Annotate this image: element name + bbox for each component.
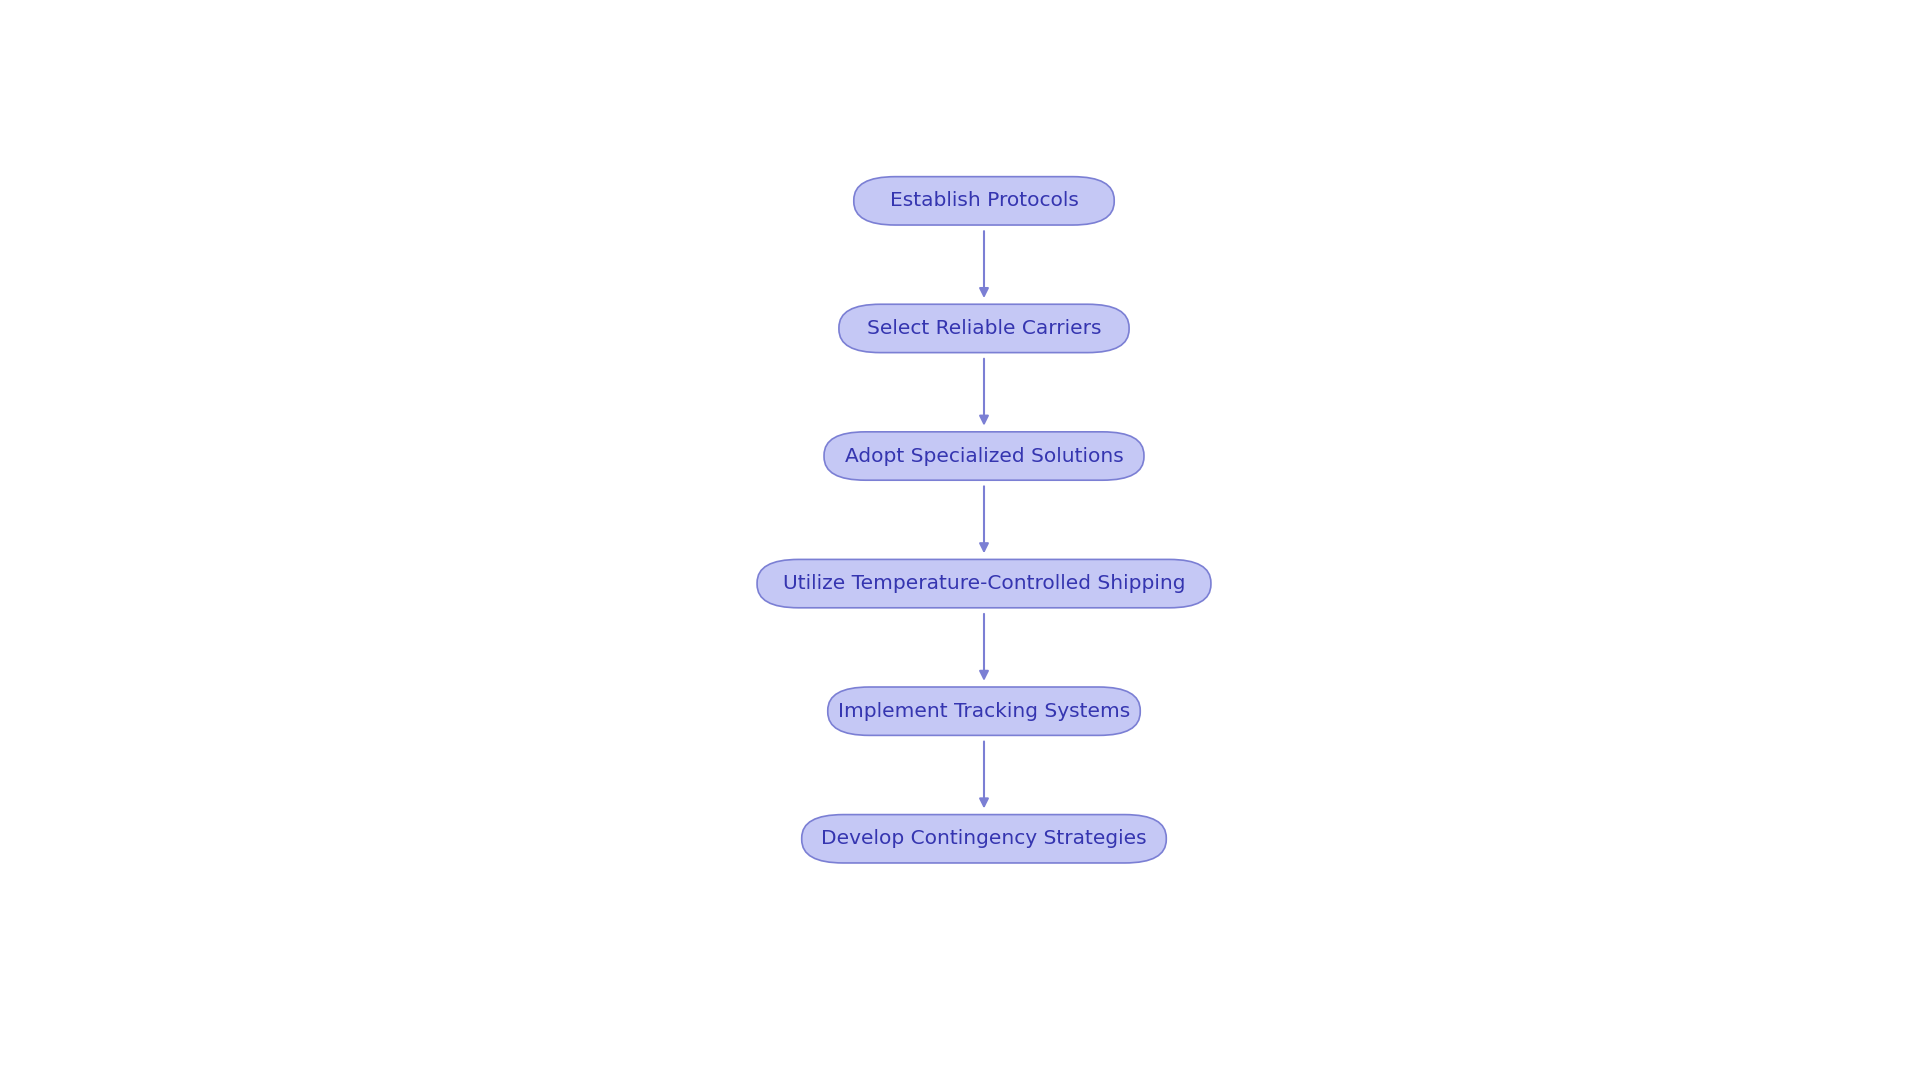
FancyBboxPatch shape: [756, 560, 1212, 608]
Text: Establish Protocols: Establish Protocols: [889, 192, 1079, 210]
FancyBboxPatch shape: [828, 687, 1140, 735]
Text: Implement Tracking Systems: Implement Tracking Systems: [837, 702, 1131, 720]
Text: Select Reliable Carriers: Select Reliable Carriers: [866, 318, 1102, 338]
FancyBboxPatch shape: [824, 432, 1144, 480]
Text: Utilize Temperature-Controlled Shipping: Utilize Temperature-Controlled Shipping: [783, 574, 1185, 593]
FancyBboxPatch shape: [803, 814, 1165, 863]
Text: Adopt Specialized Solutions: Adopt Specialized Solutions: [845, 446, 1123, 466]
FancyBboxPatch shape: [854, 177, 1114, 225]
FancyBboxPatch shape: [839, 304, 1129, 353]
Text: Develop Contingency Strategies: Develop Contingency Strategies: [822, 830, 1146, 848]
